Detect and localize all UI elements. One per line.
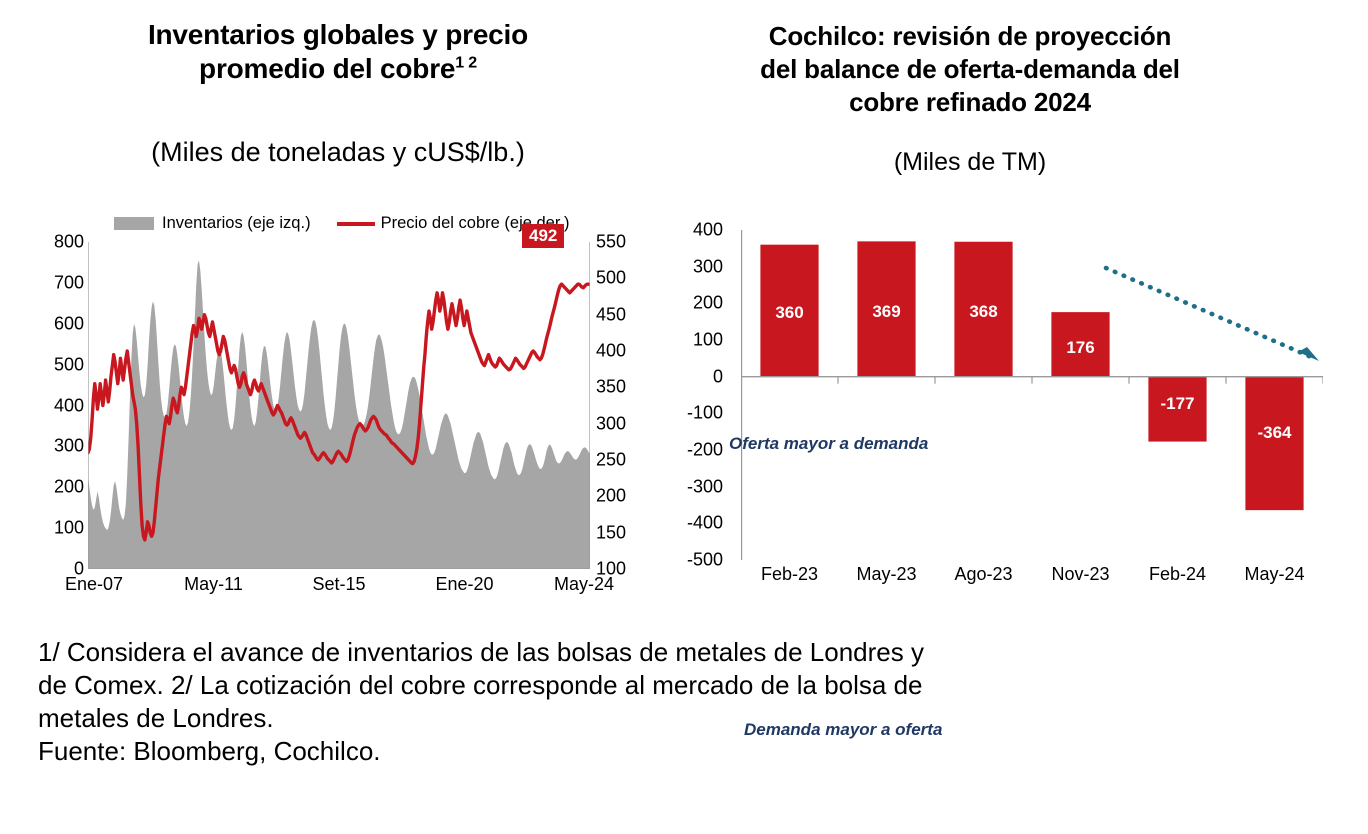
left-axis-tick-300: 300: [53, 435, 84, 456]
supply-demand-balance-chart: -500 -400 -300 -200 -100 0 100 200 300 400 360 369…: [655, 212, 1355, 739]
left-chart-x-axis: Ene-07 May-11 Set-15 Ene-20 May-24: [65, 574, 614, 602]
left-chart-title-line2: promedio del cobre: [199, 53, 456, 85]
balance-x-label-Feb-24: Feb-24: [1148, 564, 1207, 584]
balance-bar: [857, 241, 916, 377]
left-axis-tick-800: 800: [53, 231, 84, 252]
left-axis-tick-600: 600: [53, 313, 84, 334]
left-axis-tick-700: 700: [53, 272, 84, 293]
left-x-tick-May-11: May-11: [184, 574, 243, 594]
right-chart-plot-area: 360 369 368 176 -177 -364: [740, 230, 1324, 560]
left-chart-plot-area: 492: [86, 224, 592, 570]
footnote-block: 1/ Considera el avance de inventarios de…: [38, 636, 1328, 768]
left-chart-y-axis-right: 100 150 200 250 300 350 400 450 500 550: [596, 232, 648, 579]
supply-exceeds-demand-annotation: Oferta mayor a demanda: [729, 434, 929, 453]
right-axis-tick-350: 350: [596, 376, 627, 397]
left-x-tick-Set-15: Set-15: [312, 574, 366, 594]
left-axis-tick-0: 0: [73, 558, 84, 579]
footnote-line-2: de Comex. 2/ La cotización del cobre cor…: [38, 670, 923, 701]
copper-price-line-series: [86, 282, 592, 542]
right-axis-tick-500: 500: [596, 267, 627, 288]
balance-x-label-Ago-23: Ago-23: [954, 564, 1013, 584]
footnote-line-3: metales de Londres.: [38, 703, 274, 734]
balance-axis-tick-400: 400: [692, 219, 723, 240]
balance-x-label-Feb-23: Feb-23: [760, 564, 819, 584]
right-chart-tick-marks: [740, 376, 1324, 384]
balance-bar: [1148, 376, 1207, 442]
left-axis-tick-400: 400: [53, 395, 84, 415]
balance-axis-tick--200: -200: [686, 439, 723, 460]
balance-axis-tick--400: -400: [686, 512, 723, 533]
left-chart-y-axis-left: 0 100 200 300 400 500 600 700 800: [32, 232, 84, 579]
left-chart-title-line1: Inventarios globales y precio: [147, 19, 529, 50]
left-x-tick-Ene-20: Ene-20: [435, 574, 494, 594]
balance-bar: [1051, 312, 1110, 377]
balance-bar: [1245, 376, 1304, 511]
right-chart-title: Cochilco: revisión de proyección del bal…: [660, 20, 1280, 118]
right-axis-tick-400: 400: [596, 340, 627, 361]
left-axis-tick-100: 100: [53, 517, 84, 538]
balance-bars-group: [760, 241, 1304, 511]
inventories-legend-label: Inventarios (eje izq.): [162, 214, 311, 232]
footnote-line-1: 1/ Considera el avance de inventarios de…: [38, 637, 924, 667]
inventories-price-chart: Inventarios (eje izq.) Precio del cobre …: [18, 212, 646, 600]
left-x-tick-Ene-07: Ene-07: [64, 574, 124, 594]
left-chart-title-superscript: 1 2: [455, 54, 477, 72]
balance-axis-tick-300: 300: [692, 256, 723, 277]
right-axis-tick-300: 300: [596, 413, 627, 434]
right-axis-tick-250: 250: [596, 449, 627, 470]
right-chart-title-line2: del balance de oferta-demanda del: [760, 53, 1180, 84]
balance-x-label-May-24: May-24: [1244, 564, 1305, 584]
right-chart-y-axis: -500 -400 -300 -200 -100 0 100 200 300 400: [655, 220, 731, 570]
right-axis-tick-100: 100: [596, 558, 627, 579]
left-x-tick-May-24: May-24: [553, 574, 615, 594]
right-chart-svg: [740, 230, 1324, 560]
left-chart-title: Inventarios globales y precio promedio d…: [36, 18, 640, 86]
balance-axis-tick-100: 100: [692, 329, 723, 350]
balance-bar: [760, 244, 819, 377]
right-chart-x-axis: Feb-23 May-23 Ago-23 Nov-23 Feb-24 May-24: [741, 564, 1323, 594]
left-axis-tick-500: 500: [53, 354, 84, 375]
balance-axis-tick-0: 0: [712, 366, 723, 387]
balance-bar-label: 360: [775, 303, 804, 323]
balance-bar-label: 369: [872, 301, 901, 321]
trend-arrow-shaft: [1103, 265, 1314, 360]
trend-arrow-icon: [1103, 265, 1319, 361]
price-legend-line-icon: [336, 221, 375, 226]
right-axis-tick-450: 450: [596, 304, 627, 325]
right-chart-title-line3: cobre refinado 2024: [849, 86, 1091, 117]
balance-x-label-May-23: May-23: [856, 564, 917, 584]
trend-arrow-head: [1298, 347, 1319, 361]
balance-bar-label: 176: [1066, 338, 1095, 358]
left-chart-legend: Inventarios (eje izq.) Precio del cobre …: [114, 214, 570, 233]
balance-bar-label: -364: [1257, 422, 1292, 442]
inventories-legend-swatch-icon: [114, 217, 154, 230]
balance-bar-label: 368: [969, 301, 998, 321]
footnote-source: Fuente: Bloomberg, Cochilco.: [38, 736, 381, 767]
balance-axis-tick--500: -500: [686, 549, 723, 570]
left-axis-tick-200: 200: [53, 476, 84, 497]
right-chart-title-line1: Cochilco: revisión de proyección: [768, 21, 1172, 51]
copper-price-last-value-badge: 492: [522, 224, 565, 249]
left-chart-svg: [86, 242, 592, 570]
left-chart-subtitle: (Miles de toneladas y cUS$/lb.): [151, 137, 525, 167]
balance-axis-tick--300: -300: [686, 476, 723, 497]
right-chart-subtitle: (Miles de TM): [893, 148, 1047, 176]
balance-axis-tick-200: 200: [692, 292, 723, 313]
right-axis-tick-150: 150: [596, 522, 627, 543]
right-axis-tick-550: 550: [596, 231, 627, 252]
right-axis-tick-200: 200: [596, 485, 627, 506]
balance-bar-label: -177: [1160, 393, 1195, 413]
balance-x-label-Nov-23: Nov-23: [1051, 564, 1110, 584]
balance-bar: [954, 241, 1013, 377]
demand-exceeds-supply-annotation: Demanda mayor a oferta: [744, 720, 943, 739]
balance-axis-tick--100: -100: [686, 402, 723, 423]
inventories-area-series: [88, 260, 590, 569]
